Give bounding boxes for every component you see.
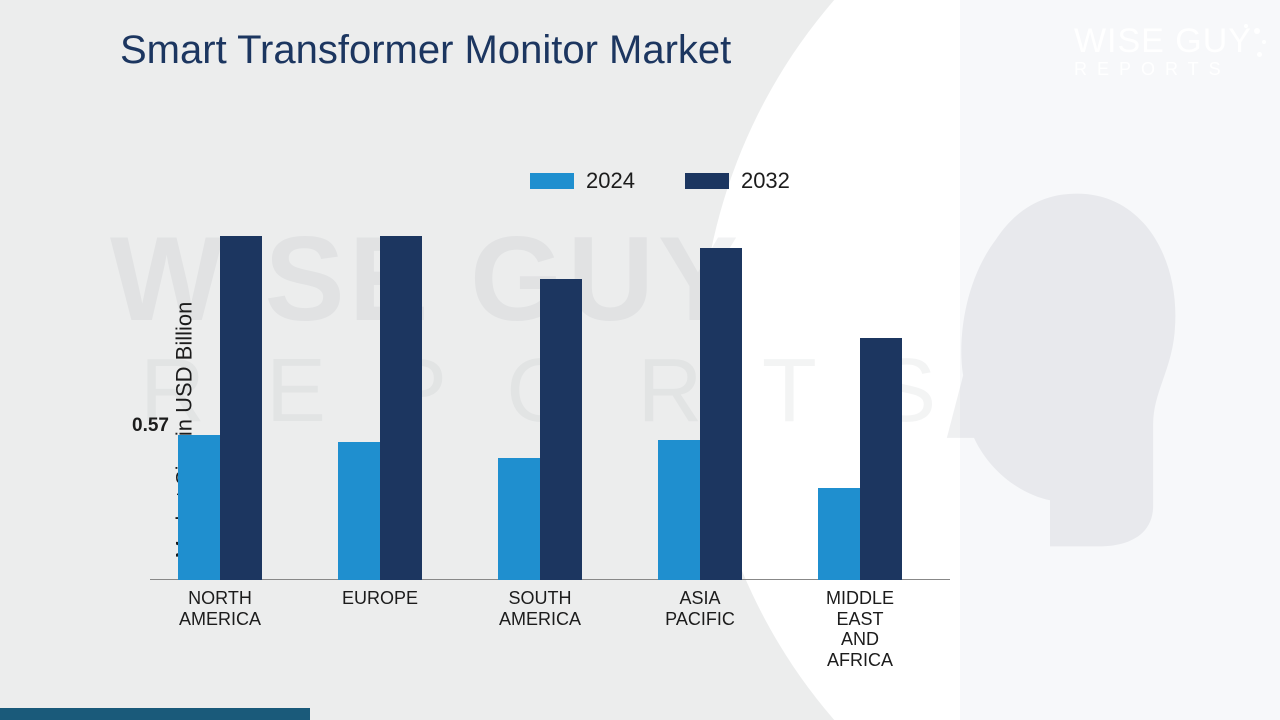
brand-dot-icon [1257,52,1262,57]
brand-line-2: REPORTS [1074,59,1252,80]
infographic-stage: WISE GUY R E P O R T S Smart Transformer… [0,0,1280,720]
bar-2032 [700,248,742,580]
chart-title: Smart Transformer Monitor Market [120,28,731,73]
bar-2024 [178,435,220,580]
bar-2024 [498,458,540,580]
bar-value-label: 0.57 [132,415,169,437]
category-label: MIDDLEEASTANDAFRICA [800,588,920,671]
legend: 2024 2032 [530,168,790,194]
legend-item-2032: 2032 [685,168,790,194]
bar-2024 [658,440,700,580]
legend-label: 2032 [741,168,790,194]
brand-logo: WISE GUY REPORTS [1074,22,1252,80]
category-label: EUROPE [320,588,440,609]
bar-2032 [220,236,262,580]
brand-dot-icon [1262,40,1266,44]
category-label: NORTHAMERICA [160,588,280,629]
legend-item-2024: 2024 [530,168,635,194]
bar-2032 [380,236,422,580]
category-label: ASIAPACIFIC [640,588,760,629]
legend-swatch-2024 [530,173,574,189]
bottom-accent-bar [0,708,310,720]
legend-label: 2024 [586,168,635,194]
category-label: SOUTHAMERICA [480,588,600,629]
bar-2032 [540,279,582,580]
bar-2024 [338,442,380,580]
brand-line-1: WISE GUY [1074,22,1252,61]
bar-2032 [860,338,902,580]
brand-dot-icon [1244,24,1248,28]
bar-chart: Market Size in USD Billion 2024 2032 0.5… [90,160,960,700]
plot-area: 0.57NORTHAMERICAEUROPESOUTHAMERICAASIAPA… [150,210,950,580]
brand-dot-icon [1254,28,1260,34]
bar-2024 [818,488,860,580]
legend-swatch-2032 [685,173,729,189]
